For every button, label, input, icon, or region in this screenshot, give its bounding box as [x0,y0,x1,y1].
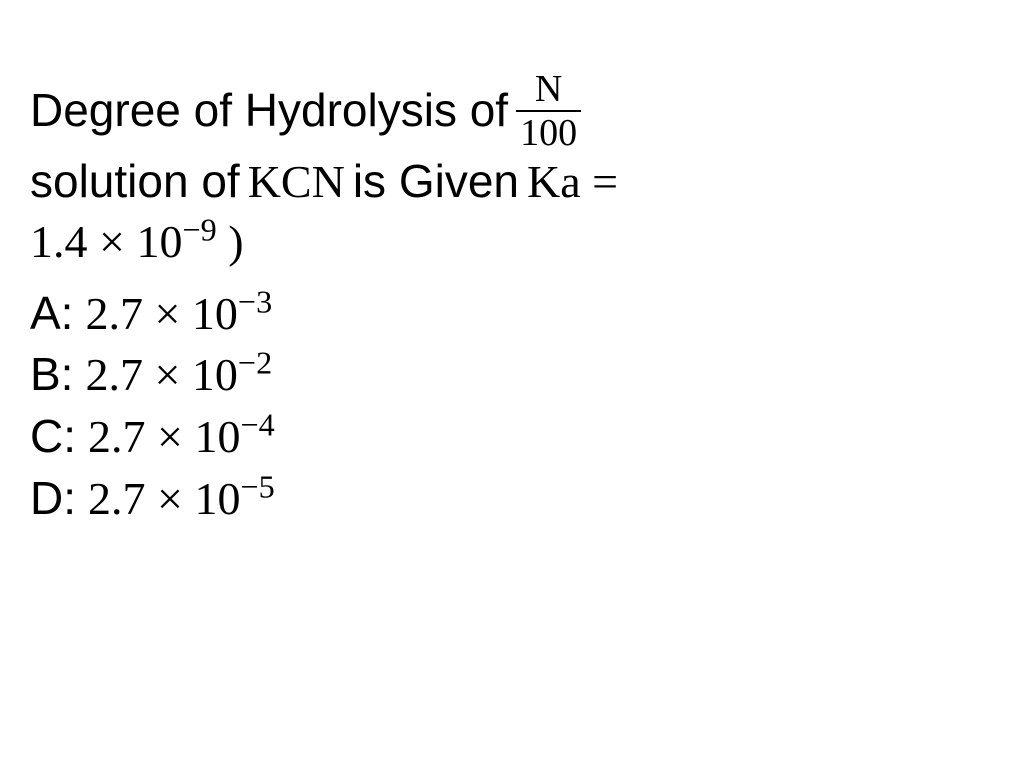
fraction-n-over-100: N 100 [516,70,581,152]
ka-value-exponent: −9 [182,211,216,247]
option-a-base: 2.7 × 10 [85,288,237,339]
question-line-1: Degree of Hydrolysis of N 100 [30,70,994,152]
compound-kcn: KCN [248,152,345,212]
option-c-exp: −4 [240,407,274,443]
fraction-numerator: N [531,70,566,110]
option-value-a: 2.7 × 10−3 [85,284,272,344]
question-container: Degree of Hydrolysis of N 100 solution o… [30,70,994,529]
option-label-d: D: [30,469,76,529]
question-line-2: solution of KCN is Given Ka = [30,152,994,212]
option-value-b: 2.7 × 10−2 [85,345,272,405]
option-b-exp: −2 [238,345,272,381]
option-label-c: C: [30,407,76,467]
option-label-b: B: [30,345,73,405]
option-c-base: 2.7 × 10 [88,411,240,462]
question-text-2a: solution of [30,152,240,212]
ka-value-base: 1.4 × 10 [30,216,182,267]
option-c: C: 2.7 × 10−4 [30,407,994,467]
options-container: A: 2.7 × 10−3 B: 2.7 × 10−2 C: 2.7 × 10−… [30,284,994,529]
ka-value: 1.4 × 10−9 ) [30,212,244,272]
option-value-d: 2.7 × 10−5 [88,469,275,529]
fraction-denominator: 100 [516,110,581,152]
option-d: D: 2.7 × 10−5 [30,469,994,529]
option-b: B: 2.7 × 10−2 [30,345,994,405]
option-a: A: 2.7 × 10−3 [30,284,994,344]
question-text-2b: is Given [353,152,519,212]
option-a-exp: −3 [238,283,272,319]
ka-equals: Ka = [527,152,618,212]
option-b-base: 2.7 × 10 [85,349,237,400]
option-d-base: 2.7 × 10 [88,473,240,524]
question-line-3: 1.4 × 10−9 ) [30,212,994,272]
ka-close-paren: ) [217,216,244,267]
option-d-exp: −5 [240,469,274,505]
question-text-1: Degree of Hydrolysis of [30,81,508,141]
option-label-a: A: [30,284,73,344]
option-value-c: 2.7 × 10−4 [88,407,275,467]
